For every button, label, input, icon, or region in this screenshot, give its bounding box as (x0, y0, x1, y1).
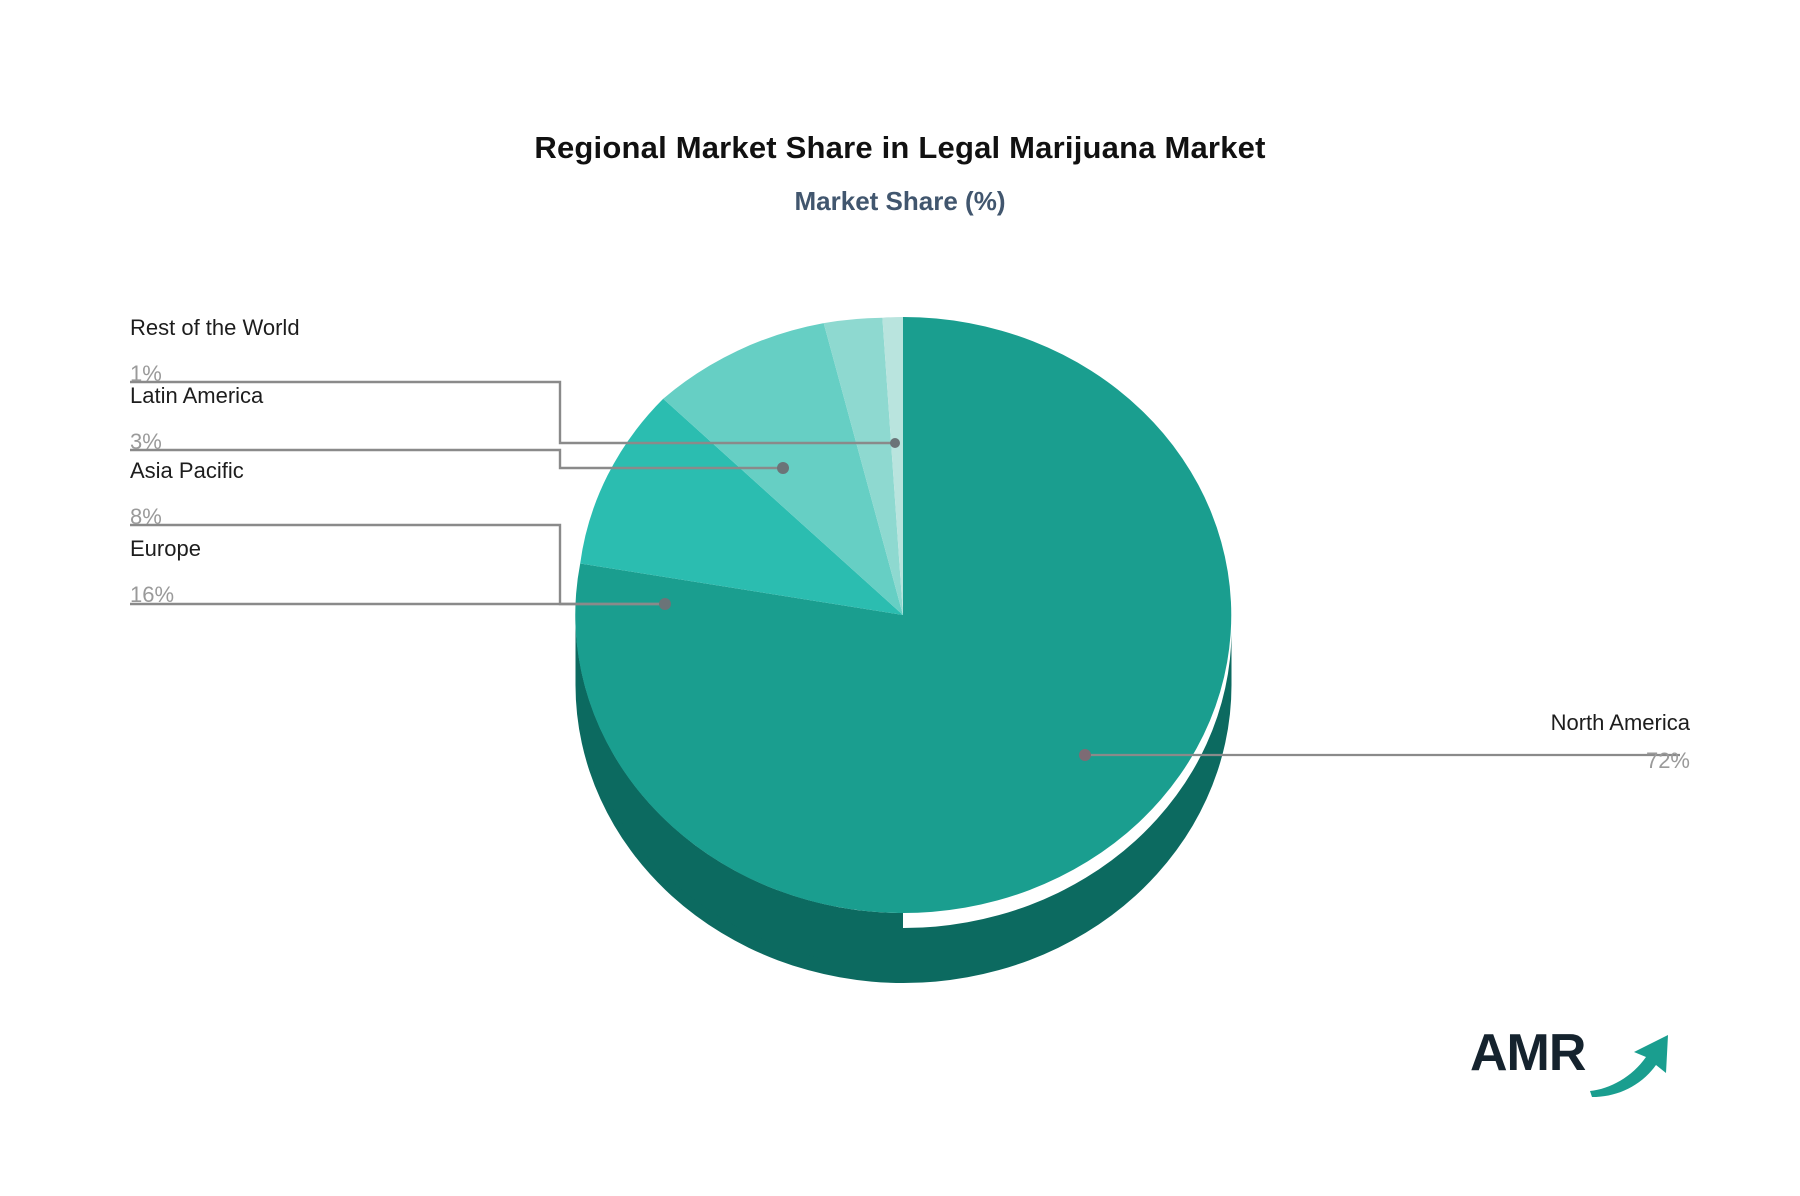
amr-logo-text: AMR (1470, 1024, 1586, 1082)
pie-3d-side-wall (575, 615, 1232, 983)
callout-label-name: Rest of the World (130, 315, 300, 340)
leader-dot-latin-america (777, 462, 789, 474)
leader-lines-left (130, 380, 900, 610)
pie-slices (575, 316, 1232, 914)
callout-label-value: 8% (130, 504, 162, 529)
pie-slice-europe (580, 398, 903, 615)
callout-north-america: North America 72% (1370, 712, 1690, 772)
callout-label-name: Asia Pacific (130, 458, 244, 483)
callout-label-value: 16% (130, 582, 175, 607)
amr-logo: AMR (1470, 1024, 1668, 1097)
leader-line-rest-of-world (130, 380, 895, 445)
pie-slice-latin-america (823, 317, 903, 615)
callout-label-value: 1% (130, 361, 162, 386)
leader-dot-europe (659, 598, 671, 610)
leader-dot-rest-of-world (890, 438, 900, 448)
callout-label-value: 3% (130, 429, 162, 454)
leader-lines-right (1079, 749, 1680, 761)
callout-label-name: Europe (130, 536, 201, 561)
leader-line-latin-america (130, 448, 783, 470)
callout-label-name: North America (1550, 710, 1690, 735)
chart-title: Regional Market Share in Legal Marijuana… (534, 130, 1266, 165)
chart-subtitle: Market Share (%) (794, 186, 1006, 216)
callout-label-name: Latin America (130, 383, 264, 408)
leader-dot-north-america (1079, 749, 1091, 761)
pie-slice-north-america (575, 316, 1232, 914)
growth-arrow-icon (1590, 1035, 1668, 1097)
pie-slice-rest-of-world (882, 317, 903, 615)
callout-label-value: 72% (1645, 748, 1690, 773)
